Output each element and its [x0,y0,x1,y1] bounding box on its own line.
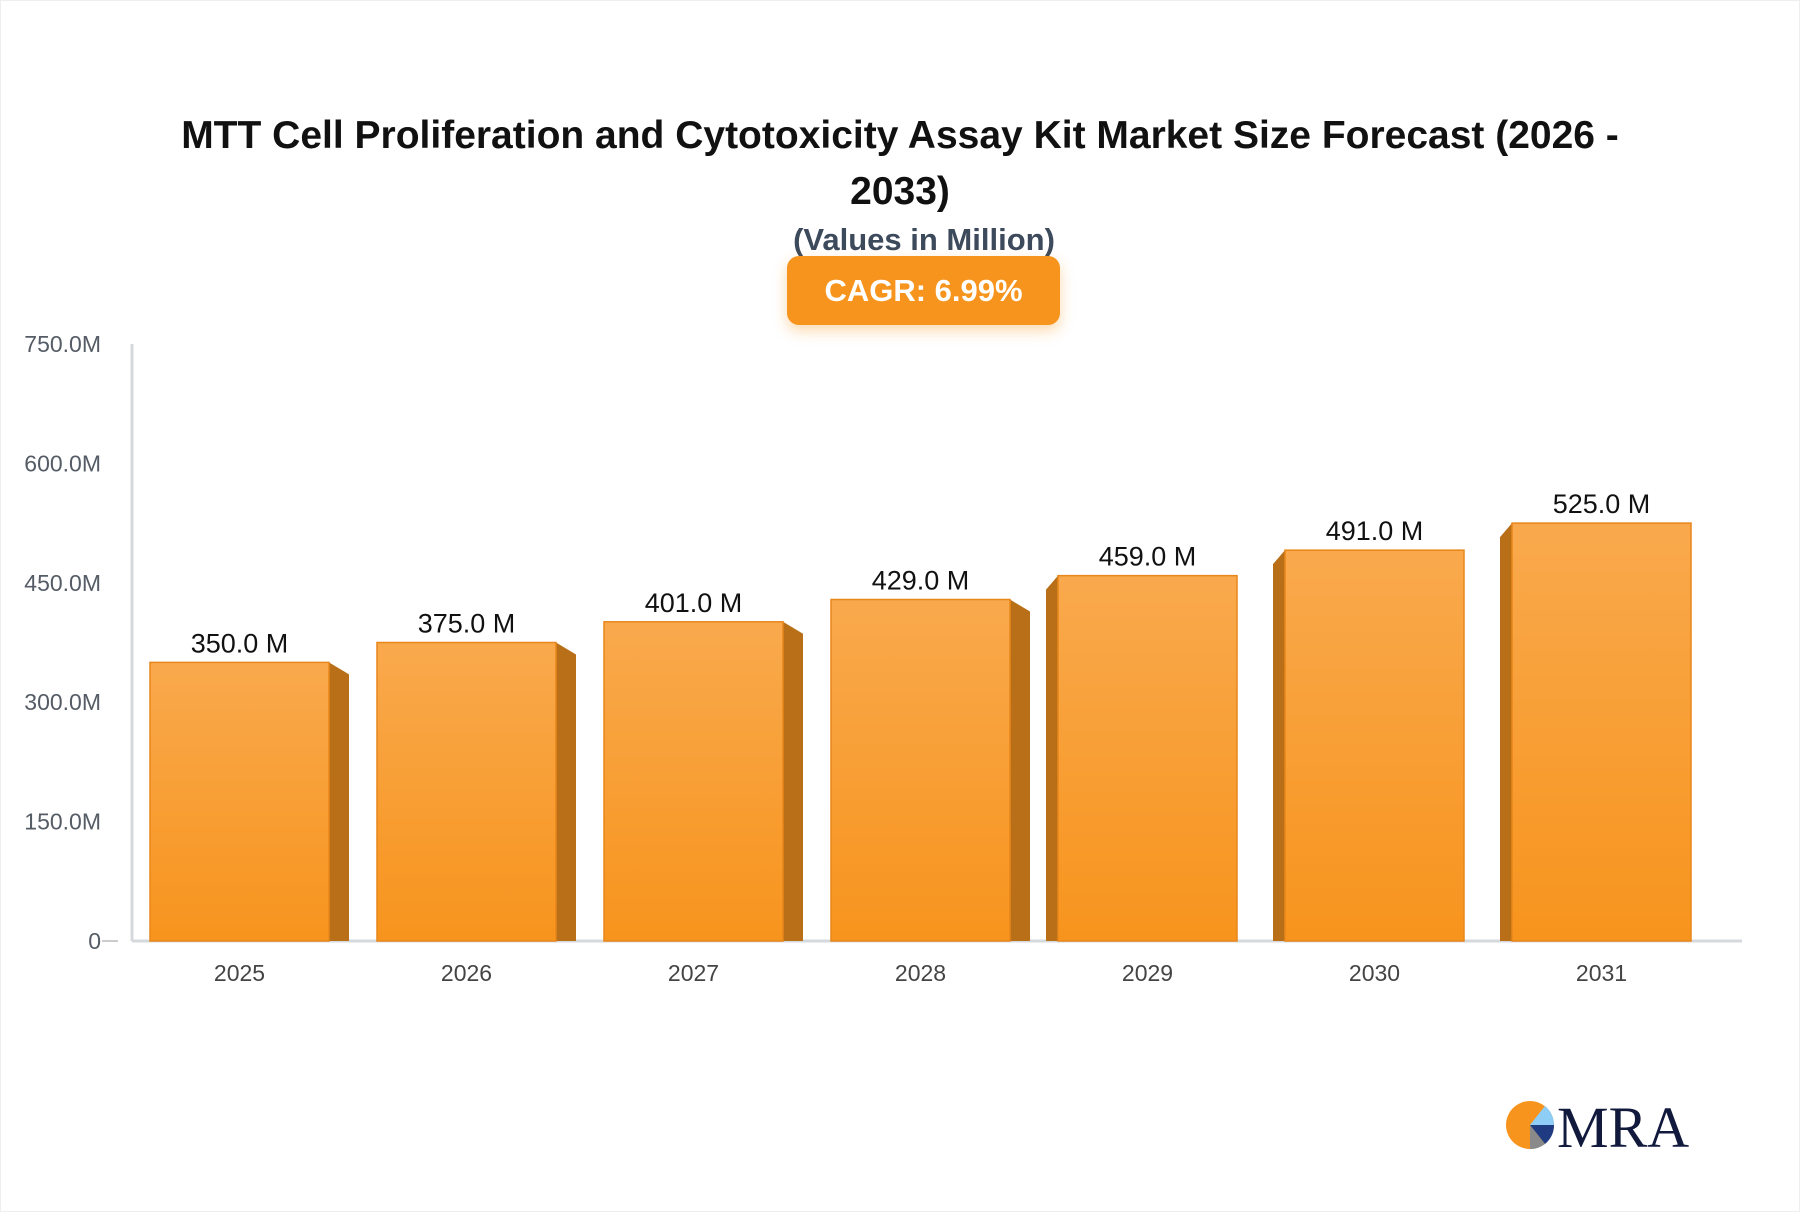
x-tick-label: 2028 [895,960,946,986]
x-tick-label: 2027 [668,960,719,986]
bar-side [1010,599,1030,941]
y-tick-label: 750.0M [24,331,101,357]
y-tick-label: 0 [88,928,101,954]
bar [830,598,1011,942]
bar [1057,574,1238,942]
data-label: 429.0 M [872,566,970,596]
bar [603,621,784,942]
bar-side [329,662,349,941]
data-label: 401.0 M [645,588,743,618]
data-label: 491.0 M [1326,516,1424,546]
x-tick-label: 2030 [1349,960,1400,986]
x-tick-label: 2029 [1122,960,1173,986]
data-label: 525.0 M [1553,489,1651,519]
data-label: 459.0 M [1099,542,1197,572]
bar [1511,522,1692,942]
data-label: 350.0 M [191,628,289,658]
bar-side [1273,550,1285,941]
data-label: 375.0 M [418,609,516,639]
mra-logo: MRA [1505,1095,1695,1155]
mra-logo-icon: MRA [1506,1095,1689,1155]
y-tick-label: 300.0M [24,689,101,715]
bar [1284,549,1465,942]
chart-title: MTT Cell Proliferation and Cytotoxicity … [181,114,1619,213]
chart-subtitle: (Values in Million) [793,222,1055,257]
y-tick-label: 450.0M [24,570,101,596]
x-tick-label: 2026 [441,960,492,986]
bar [149,661,330,942]
y-tick-label: 150.0M [24,809,101,835]
logo-text: MRA [1557,1095,1689,1155]
bar [376,641,557,942]
x-tick-label: 2025 [214,960,265,986]
bar-side [1500,523,1512,941]
bar-side [783,621,803,941]
y-tick-label: 600.0M [24,450,101,476]
bar-side [556,642,576,941]
cagr-badge: CAGR: 6.99% [787,256,1060,325]
x-tick-label: 2031 [1576,960,1627,986]
bar-side [1046,575,1058,941]
